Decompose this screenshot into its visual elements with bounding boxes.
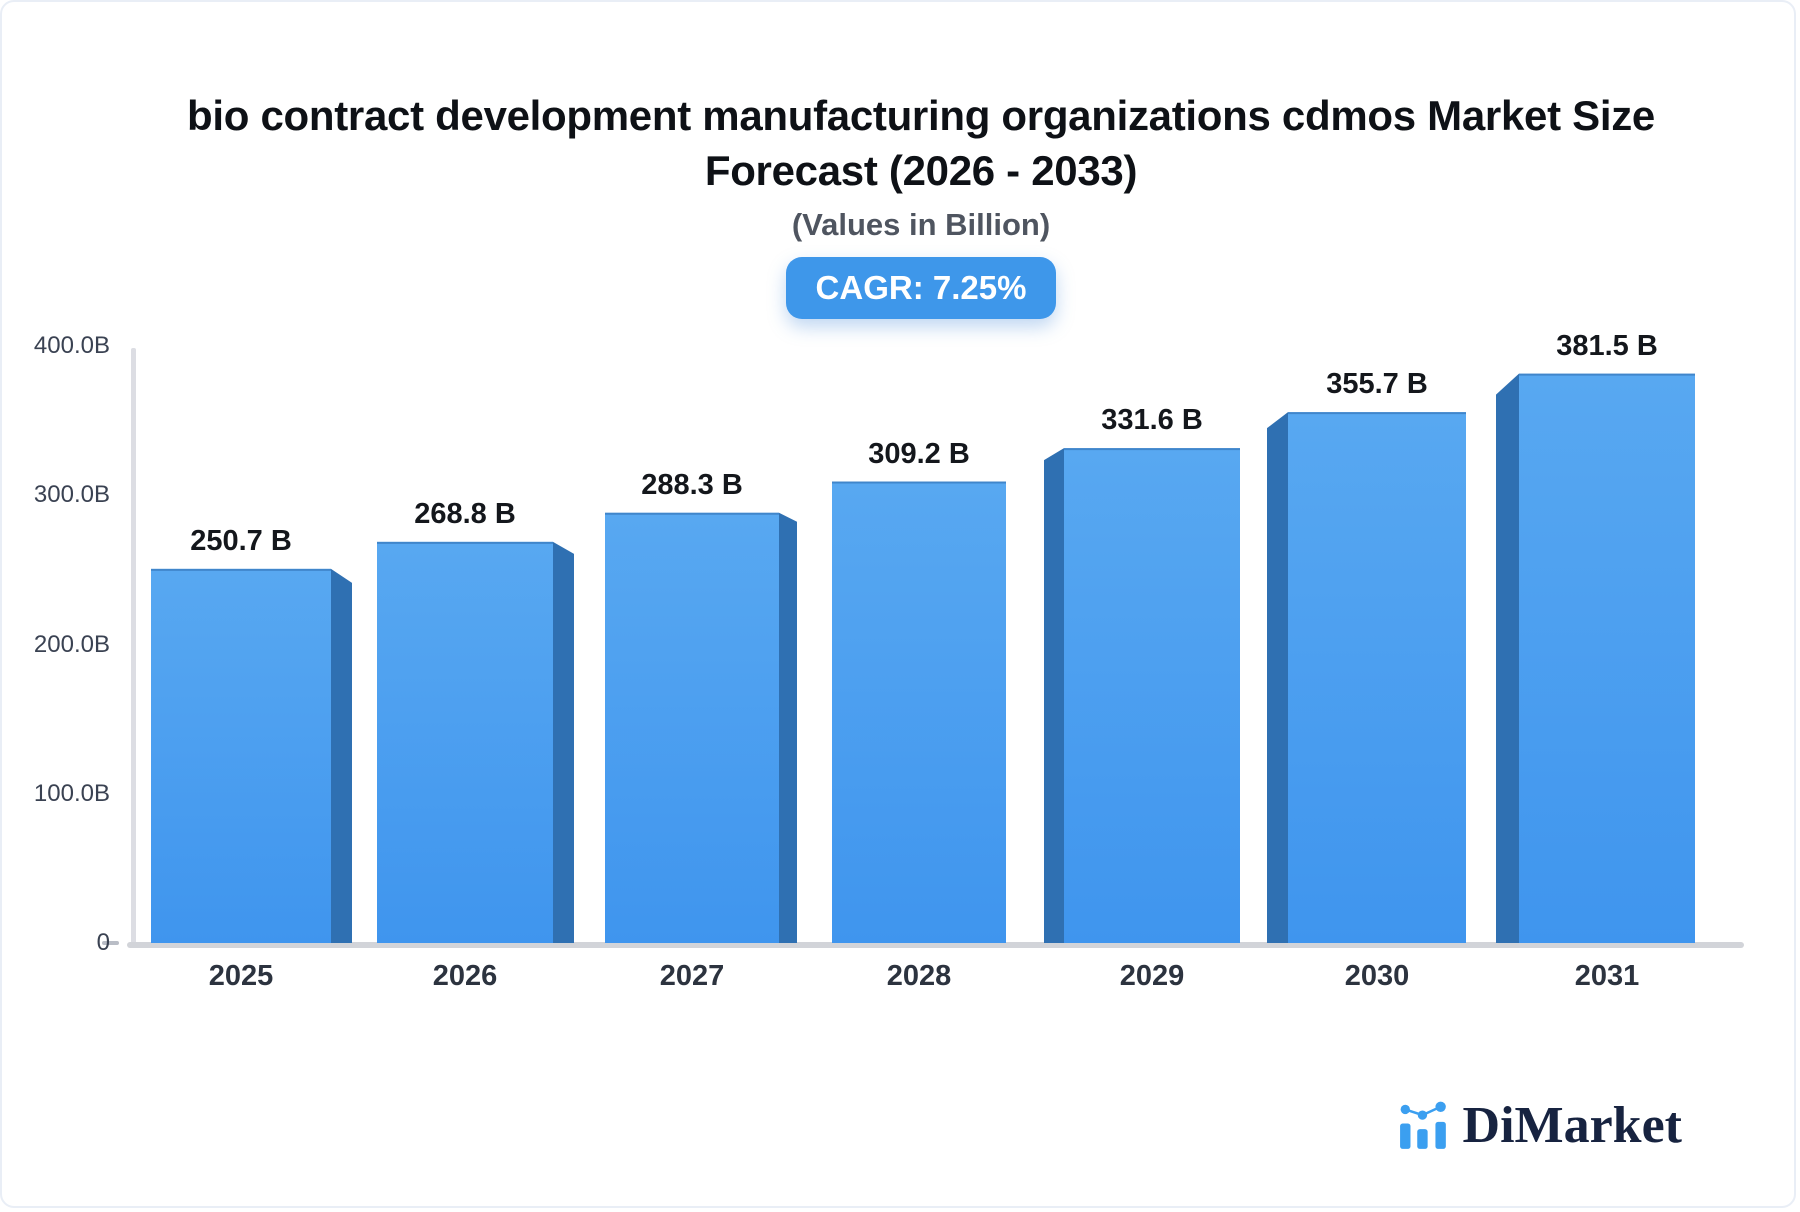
bar-front-face	[1288, 412, 1466, 943]
logo-connector-line	[1421, 1105, 1441, 1117]
x-axis-category-label: 2030	[1344, 960, 1410, 992]
bar-side-face	[1044, 448, 1064, 943]
bar-2027[interactable]	[605, 512, 797, 943]
bar-chart-logo-icon	[1399, 1101, 1446, 1149]
bar-front-face	[1519, 373, 1695, 944]
chart-header: bio contract development manufacturing o…	[2, 88, 1794, 319]
bar-2029[interactable]	[1044, 448, 1240, 943]
logo-bar-middle	[1416, 1129, 1428, 1149]
logo-bar-left	[1399, 1123, 1410, 1149]
x-axis-category-label: 2028	[886, 960, 952, 992]
chart-title-line2: Forecast (2026 - 2033)	[704, 147, 1138, 195]
bar-value-label: 288.3 B	[641, 468, 743, 501]
bar-value-label: 309.2 B	[868, 437, 970, 470]
x-axis-category-label: 2027	[659, 960, 725, 992]
x-axis-category-label: 2025	[208, 960, 274, 992]
bar-2031[interactable]	[1496, 373, 1695, 944]
bar-value-label: 381.5 B	[1556, 329, 1658, 362]
bar-2028[interactable]	[832, 481, 1006, 943]
bar-value-label: 331.6 B	[1101, 404, 1203, 437]
bars-group	[151, 373, 1695, 944]
cagr-badge: CAGR: 7.25%	[785, 256, 1057, 319]
bar-side-face	[779, 512, 797, 943]
logo-text: DiMarket	[1462, 1097, 1682, 1155]
logo-dot-left	[1400, 1104, 1410, 1115]
x-axis-category-label: 2031	[1574, 960, 1640, 992]
logo-bar-right	[1434, 1121, 1446, 1149]
chart-title-line1: bio contract development manufacturing o…	[187, 92, 1655, 139]
bar-side-face	[1496, 373, 1519, 944]
bar-front-face	[151, 568, 331, 943]
bar-front-face	[377, 541, 553, 943]
bar-2025[interactable]	[151, 568, 352, 943]
bar-front-face	[605, 512, 779, 943]
bar-value-label: 250.7 B	[190, 524, 292, 557]
y-axis-tick-label: 0	[96, 929, 110, 956]
logo-connector-line	[1404, 1108, 1423, 1117]
y-axis-tick-label: 200.0B	[33, 630, 110, 658]
zero-tick	[102, 941, 119, 945]
bar-front-face	[832, 481, 1006, 943]
bar-2026[interactable]	[377, 541, 574, 943]
y-axis-tick-label: 300.0B	[33, 481, 110, 509]
bar-2030[interactable]	[1267, 412, 1466, 943]
bar-value-label: 355.7 B	[1326, 368, 1428, 401]
y-axis-tick-label: 100.0B	[33, 779, 110, 807]
dimarket-logo[interactable]: DiMarket	[1398, 1097, 1682, 1155]
y-axis-tick-label: 400.0B	[33, 332, 110, 359]
bar-value-label: 268.8 B	[414, 497, 516, 530]
bar-side-face	[1267, 412, 1288, 943]
bar-front-face	[1064, 448, 1240, 943]
chart-subtitle: (Values in Billion)	[791, 206, 1051, 242]
x-axis-category-label: 2026	[432, 960, 498, 992]
bar-side-face	[331, 568, 352, 943]
x-axis-category-label: 2029	[1119, 960, 1185, 992]
bar-side-face	[553, 541, 574, 943]
y-axis-line	[131, 348, 136, 945]
x-axis-baseline	[127, 942, 1744, 948]
